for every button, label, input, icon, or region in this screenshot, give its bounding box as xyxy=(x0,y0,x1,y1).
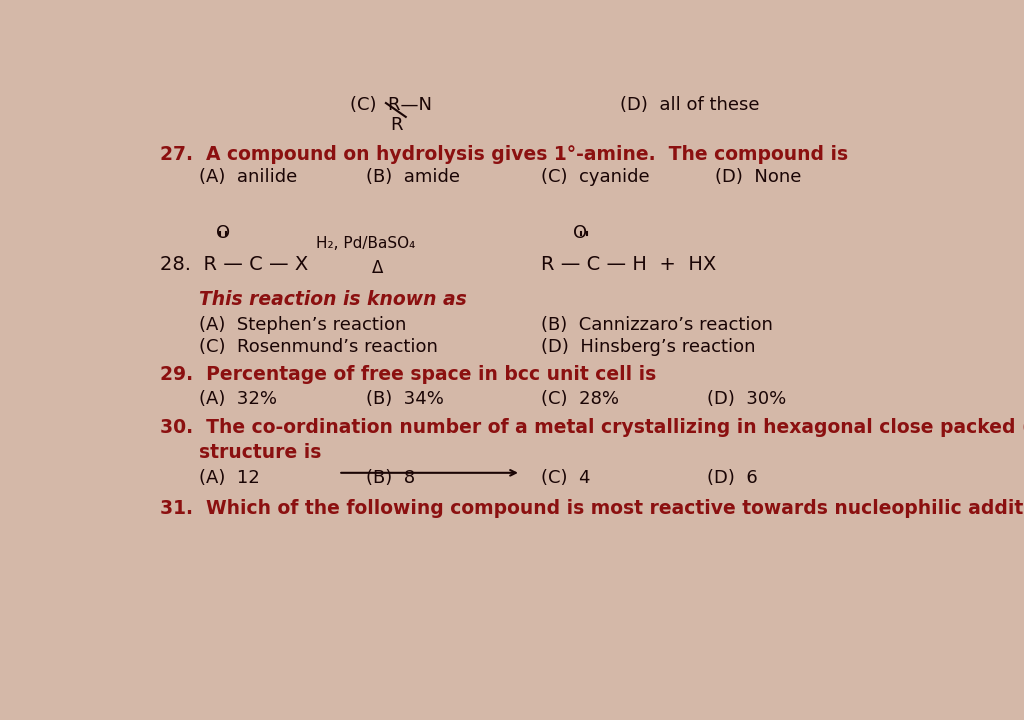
Text: (D)  30%: (D) 30% xyxy=(708,390,786,408)
Text: 30.  The co-ordination number of a metal crystallizing in hexagonal close packed: 30. The co-ordination number of a metal … xyxy=(160,418,1024,437)
Text: H₂, Pd/BaSO₄: H₂, Pd/BaSO₄ xyxy=(316,236,416,251)
Text: (C)  28%: (C) 28% xyxy=(541,390,618,408)
Text: 31.  Which of the following compound is most reactive towards nucleophilic addit: 31. Which of the following compound is m… xyxy=(160,500,1024,518)
Text: 29.  Percentage of free space in bcc unit cell is: 29. Percentage of free space in bcc unit… xyxy=(160,365,656,384)
Text: (C)  cyanide: (C) cyanide xyxy=(541,168,649,186)
Text: R — C — H  +  HX: R — C — H + HX xyxy=(541,256,716,274)
Text: (C)  Rosenmund’s reaction: (C) Rosenmund’s reaction xyxy=(200,338,438,356)
Text: 27.  A compound on hydrolysis gives 1°-amine.  The compound is: 27. A compound on hydrolysis gives 1°-am… xyxy=(160,145,848,163)
Text: (D)  None: (D) None xyxy=(715,168,802,186)
Text: (B)  amide: (B) amide xyxy=(367,168,460,186)
Text: (D)  all of these: (D) all of these xyxy=(620,96,760,114)
Text: O: O xyxy=(216,224,230,242)
Text: (A)  12: (A) 12 xyxy=(200,469,260,487)
Text: Δ: Δ xyxy=(373,259,384,277)
Text: R: R xyxy=(390,116,402,134)
Text: (D)  Hinsberg’s reaction: (D) Hinsberg’s reaction xyxy=(541,338,755,356)
Text: (A)  Stephen’s reaction: (A) Stephen’s reaction xyxy=(200,317,407,335)
Text: (C)  R—N: (C) R—N xyxy=(350,96,432,114)
Text: (A)  anilide: (A) anilide xyxy=(200,168,298,186)
Text: (A)  32%: (A) 32% xyxy=(200,390,278,408)
Text: (B)  34%: (B) 34% xyxy=(367,390,444,408)
Text: (C)  4: (C) 4 xyxy=(541,469,590,487)
Text: (D)  6: (D) 6 xyxy=(708,469,758,487)
Text: (B)  8: (B) 8 xyxy=(367,469,415,487)
Text: O: O xyxy=(573,224,588,242)
Text: (B)  Cannizzaro’s reaction: (B) Cannizzaro’s reaction xyxy=(541,317,772,335)
Text: 28.  R — C — X: 28. R — C — X xyxy=(160,256,308,274)
Text: structure is: structure is xyxy=(200,443,322,462)
Text: This reaction is known as: This reaction is known as xyxy=(200,290,467,310)
